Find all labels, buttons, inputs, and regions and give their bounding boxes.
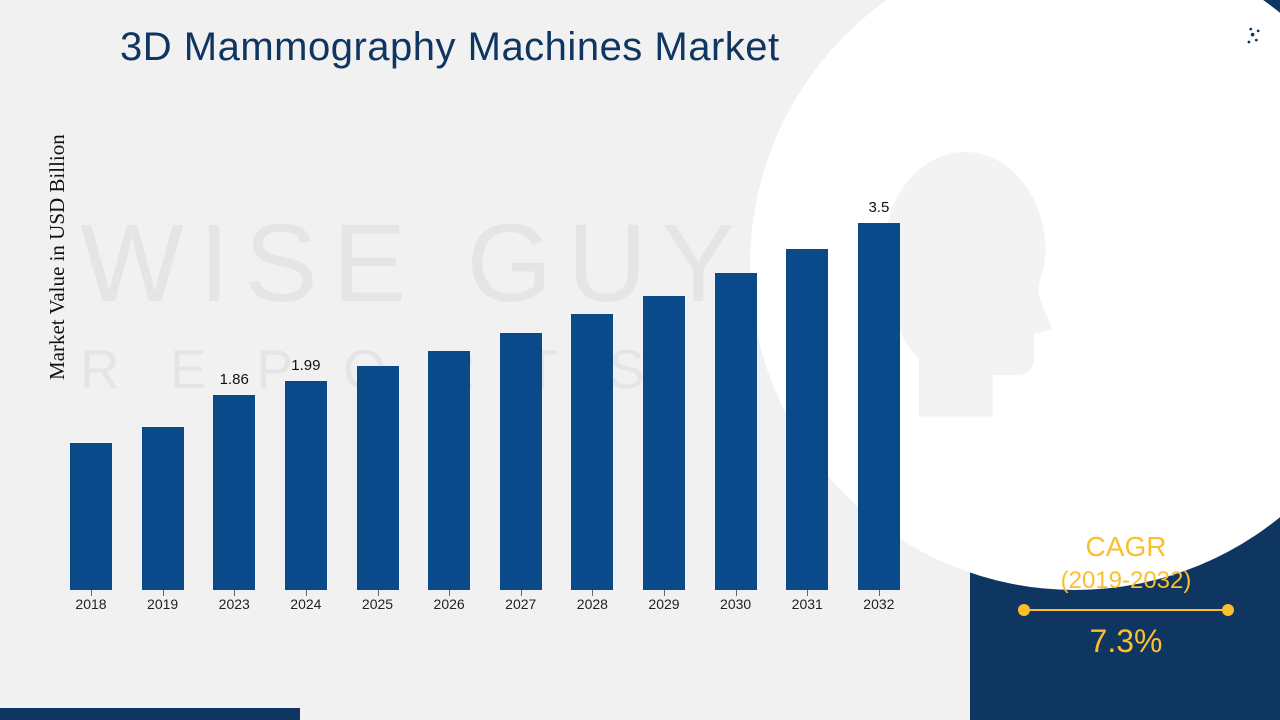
bar-x-label: 2018 [61,596,121,612]
bar-rect [428,351,470,590]
bar-value-label: 3.5 [868,199,889,217]
bar-col: 2026 [428,327,470,590]
cagr-period: (2019-2032) [1006,567,1246,595]
logo-line2: REPORTS [1036,50,1210,67]
logo-head-icon [1224,18,1272,78]
bar-col: 2029 [643,272,685,590]
bar-rect [285,381,327,590]
cagr-block: CAGR (2019-2032) 7.3% [1006,531,1246,660]
chart-title: 3D Mammography Machines Market [120,25,780,70]
bar-x-label: 2028 [562,596,622,612]
bar-rect [571,314,613,590]
bar-rect [715,273,757,590]
y-axis-label: Market Value in USD Billion [45,134,70,380]
bar-col: 2027 [500,309,542,590]
footer-accent-bar [0,708,300,720]
bar-value-label: 1.99 [291,357,320,375]
bar-col: 3.52032 [858,199,900,591]
bar-rect [786,249,828,590]
bar-col: 2028 [571,290,613,590]
bar-value-label: 1.86 [220,371,249,389]
bar-col: 2018 [70,419,112,590]
bar-x-label: 2027 [491,596,551,612]
bar-x-label: 2025 [348,596,408,612]
bar-rect [858,223,900,591]
bar-rect [643,296,685,590]
bar-x-label: 2030 [706,596,766,612]
bar-rect [142,427,184,590]
cagr-divider [1024,609,1228,611]
bar-x-label: 2023 [204,596,264,612]
logo-line1: WISE GUY [1036,14,1210,48]
bar-x-label: 2031 [777,596,837,612]
cagr-value: 7.3% [1006,623,1246,660]
bar-col: 2031 [786,225,828,590]
bar-col: 2025 [357,342,399,590]
bar-x-label: 2026 [419,596,479,612]
brand-logo: WISE GUY REPORTS [1036,14,1210,67]
bar-rect [500,333,542,590]
bar-x-label: 2032 [849,596,909,612]
cagr-dot-left [1018,604,1030,616]
bar-x-label: 2024 [276,596,336,612]
bar-rect [70,443,112,590]
bar-col: 2019 [142,403,184,590]
bar-x-label: 2029 [634,596,694,612]
bar-col: 1.992024 [285,357,327,590]
cagr-label: CAGR [1006,531,1246,563]
bar-x-label: 2019 [133,596,193,612]
bar-rect [357,366,399,590]
bar-col: 1.862023 [213,371,255,590]
bar-rect [213,395,255,590]
bar-col: 2030 [715,249,757,590]
cagr-dot-right [1222,604,1234,616]
bar-chart: 2018 2019 1.862023 1.992024 2025 2026 2027 2028… [70,170,900,590]
infographic-canvas: WISE GUY REPORTS 3D Mammography Machines… [0,0,1280,720]
